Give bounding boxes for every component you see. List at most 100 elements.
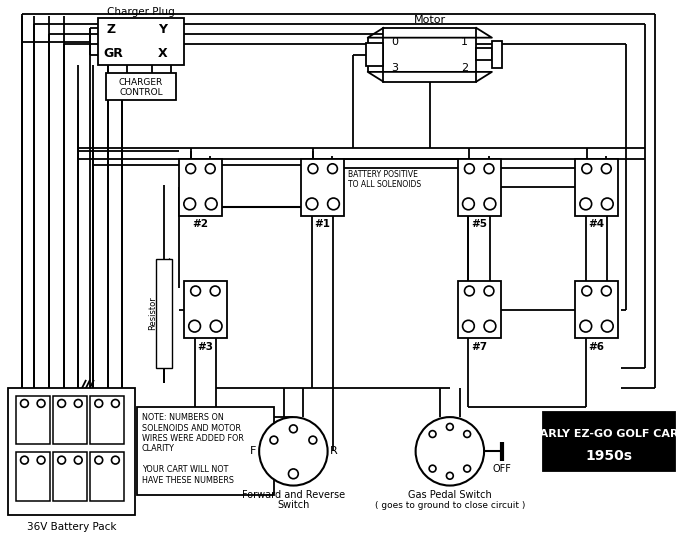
Circle shape: [601, 164, 611, 174]
Text: 1950s: 1950s: [585, 449, 632, 463]
Text: ( goes to ground to close circuit ): ( goes to ground to close circuit ): [374, 501, 525, 510]
Circle shape: [601, 320, 613, 332]
Text: GR: GR: [104, 47, 123, 60]
Circle shape: [184, 198, 195, 210]
Circle shape: [484, 164, 494, 174]
Text: BATTERY POSITIVE
TO ALL SOLENOIDS: BATTERY POSITIVE TO ALL SOLENOIDS: [348, 170, 421, 189]
Text: CHARGER: CHARGER: [119, 78, 163, 87]
Circle shape: [57, 456, 66, 464]
Bar: [301, 159, 344, 216]
Circle shape: [601, 198, 613, 210]
Circle shape: [270, 436, 278, 444]
Circle shape: [210, 286, 220, 296]
Bar: [542, 412, 675, 471]
Text: CONTROL: CONTROL: [119, 88, 162, 97]
Circle shape: [290, 425, 298, 433]
Circle shape: [205, 198, 217, 210]
Text: Forward and Reverse: Forward and Reverse: [241, 491, 345, 500]
Circle shape: [429, 465, 436, 472]
Bar: [98, 18, 184, 65]
Circle shape: [37, 456, 45, 464]
Text: F: F: [250, 446, 256, 456]
Bar: [90, 452, 124, 501]
Text: Gas Pedal Switch: Gas Pedal Switch: [408, 491, 491, 500]
Circle shape: [580, 320, 592, 332]
Circle shape: [95, 399, 103, 407]
Circle shape: [74, 399, 82, 407]
Circle shape: [447, 423, 454, 430]
Bar: [52, 395, 87, 445]
Text: Resistor: Resistor: [148, 297, 157, 330]
Circle shape: [463, 465, 470, 472]
Bar: [52, 452, 87, 501]
Text: X: X: [158, 47, 167, 60]
Bar: [179, 159, 222, 216]
Circle shape: [74, 456, 82, 464]
Bar: [458, 159, 500, 216]
Circle shape: [259, 417, 328, 486]
Circle shape: [465, 164, 475, 174]
Circle shape: [37, 399, 45, 407]
Bar: [492, 40, 502, 68]
Text: #5: #5: [471, 220, 487, 230]
Bar: [184, 281, 227, 338]
Text: OFF: OFF: [492, 464, 511, 474]
Circle shape: [95, 456, 103, 464]
Circle shape: [465, 286, 475, 296]
Text: #6: #6: [589, 342, 605, 352]
Text: #4: #4: [589, 220, 605, 230]
Text: Motor: Motor: [414, 15, 446, 25]
Bar: [106, 73, 176, 100]
Text: Charger Plug: Charger Plug: [107, 7, 175, 17]
Bar: [575, 159, 618, 216]
Circle shape: [111, 456, 119, 464]
Circle shape: [190, 286, 200, 296]
Text: 36V Battery Pack: 36V Battery Pack: [27, 521, 116, 531]
Bar: [8, 388, 135, 515]
Circle shape: [288, 469, 298, 479]
Circle shape: [309, 436, 317, 444]
Circle shape: [20, 456, 29, 464]
Text: EARLY EZ-GO GOLF CART: EARLY EZ-GO GOLF CART: [532, 429, 685, 438]
Text: NOTE: NUMBERS ON
SOLENOIDS AND MOTOR
WIRES WERE ADDED FOR
CLARITY

YOUR CART WIL: NOTE: NUMBERS ON SOLENOIDS AND MOTOR WIR…: [142, 413, 244, 484]
Text: #2: #2: [193, 220, 209, 230]
Circle shape: [416, 417, 484, 486]
Circle shape: [484, 198, 496, 210]
Circle shape: [463, 320, 475, 332]
Bar: [90, 395, 124, 445]
Text: #7: #7: [471, 342, 487, 352]
Circle shape: [582, 164, 591, 174]
Bar: [137, 407, 274, 496]
Bar: [476, 48, 492, 60]
Circle shape: [484, 320, 496, 332]
Circle shape: [210, 320, 222, 332]
Text: 1: 1: [461, 36, 468, 46]
Text: #1: #1: [315, 220, 330, 230]
Circle shape: [447, 472, 454, 479]
Text: 0: 0: [391, 36, 398, 46]
Circle shape: [328, 198, 340, 210]
Circle shape: [57, 399, 66, 407]
Circle shape: [189, 320, 200, 332]
Circle shape: [463, 431, 470, 437]
Text: 2: 2: [461, 63, 468, 73]
Circle shape: [580, 198, 592, 210]
Circle shape: [205, 164, 215, 174]
Circle shape: [186, 164, 195, 174]
Circle shape: [111, 399, 119, 407]
Circle shape: [582, 286, 591, 296]
Text: R: R: [330, 446, 337, 456]
Text: 3: 3: [391, 63, 398, 73]
Bar: [458, 281, 500, 338]
Text: Switch: Switch: [277, 500, 309, 510]
Circle shape: [306, 198, 318, 210]
Text: Z: Z: [107, 24, 116, 36]
Circle shape: [429, 431, 436, 437]
Bar: [365, 43, 384, 66]
Circle shape: [463, 198, 475, 210]
Bar: [384, 28, 476, 82]
Circle shape: [20, 399, 29, 407]
Bar: [157, 259, 172, 368]
Circle shape: [328, 164, 337, 174]
Text: Y: Y: [158, 24, 167, 36]
